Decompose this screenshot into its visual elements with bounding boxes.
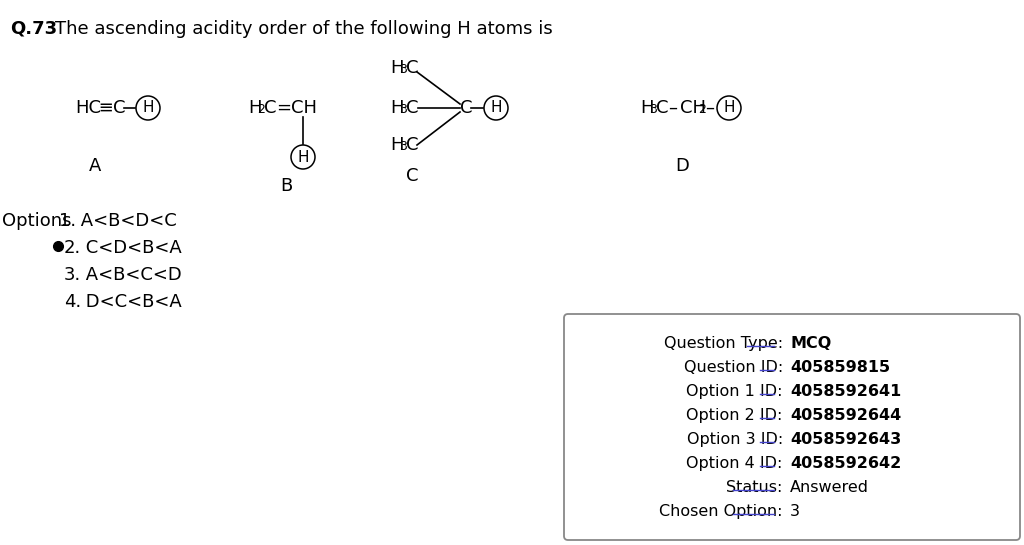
Text: Question Type:: Question Type: [664,336,788,351]
Text: 2.: 2. [63,239,81,257]
Text: C<D<B<A: C<D<B<A [80,239,181,257]
Text: B: B [280,177,292,195]
Text: H: H [640,99,653,117]
Text: H: H [248,99,261,117]
Text: Status:: Status: [726,480,788,495]
Text: 3: 3 [649,103,656,116]
Text: 3: 3 [399,103,407,116]
Text: C: C [460,99,472,117]
Text: Option 3 ID:: Option 3 ID: [687,432,788,447]
Text: A<B<C<D: A<B<C<D [80,266,181,284]
Text: H: H [142,100,154,116]
Text: 405859815: 405859815 [790,360,890,375]
Text: 4.: 4. [63,293,81,311]
Text: 3: 3 [399,140,407,153]
Text: MCQ: MCQ [790,336,831,351]
Text: 3: 3 [790,504,800,519]
Text: 1.: 1. [59,212,76,230]
Text: The ascending acidity order of the following H atoms is: The ascending acidity order of the follo… [55,20,553,38]
Text: CH: CH [291,99,317,117]
Text: CH: CH [680,99,706,117]
Text: A: A [89,157,101,175]
Text: C: C [406,99,419,117]
Text: D<C<B<A: D<C<B<A [80,293,181,311]
Text: C: C [656,99,669,117]
FancyBboxPatch shape [564,314,1020,540]
Text: 3.: 3. [63,266,81,284]
Text: –: – [705,99,714,117]
Text: C: C [406,167,418,185]
Text: H: H [390,99,403,117]
Text: 2: 2 [698,103,706,116]
Text: D: D [675,157,689,175]
Text: 4058592642: 4058592642 [790,456,901,471]
Text: 4058592644: 4058592644 [790,408,901,423]
Text: C: C [264,99,276,117]
Text: 3: 3 [399,63,407,76]
Text: C: C [113,99,126,117]
Text: H: H [390,136,403,154]
Text: C: C [406,59,419,77]
Text: Option 4 ID:: Option 4 ID: [686,456,788,471]
Text: H: H [723,100,735,116]
Text: H: H [390,59,403,77]
Text: 2: 2 [257,103,265,116]
Text: A<B<D<C: A<B<D<C [75,212,177,230]
Text: 4058592643: 4058592643 [790,432,901,447]
Text: –: – [668,99,677,117]
Text: Answered: Answered [790,480,869,495]
Text: 4058592641: 4058592641 [790,384,901,399]
Text: HC: HC [75,99,101,117]
Text: H: H [297,149,309,165]
Text: Option 2 ID:: Option 2 ID: [686,408,788,423]
Text: =: = [276,99,291,117]
Text: Q.73: Q.73 [10,20,57,38]
Text: Chosen Option:: Chosen Option: [659,504,788,519]
Text: Question ID:: Question ID: [684,360,788,375]
Text: ≡: ≡ [93,99,120,117]
Text: Options: Options [2,212,72,230]
Text: C: C [406,136,419,154]
Text: H: H [490,100,502,116]
Text: Option 1 ID:: Option 1 ID: [686,384,788,399]
